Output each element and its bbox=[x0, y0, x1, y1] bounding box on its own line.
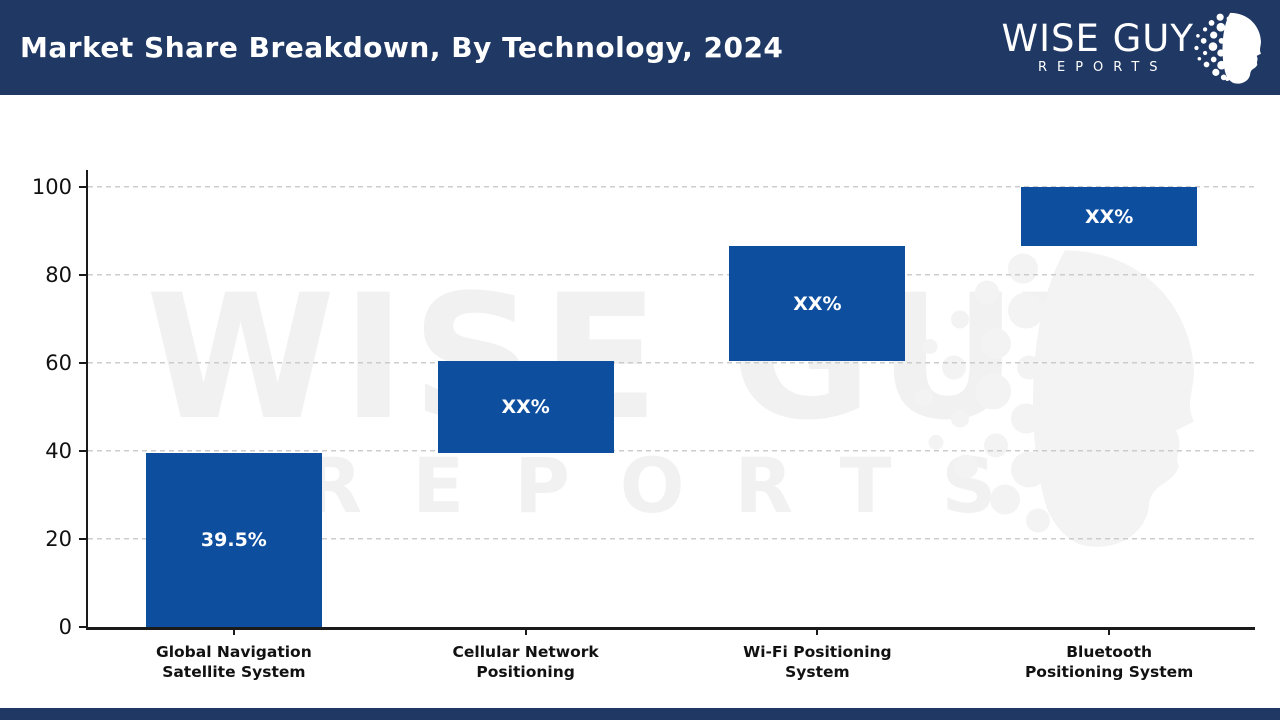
bar-value-label: XX% bbox=[1084, 205, 1134, 228]
x-axis-label-line: Wi-Fi Positioning bbox=[743, 643, 892, 661]
logo-subtitle: REPORTS bbox=[1037, 59, 1168, 75]
x-tick-mark bbox=[1108, 627, 1111, 635]
x-axis-label-line: Positioning bbox=[476, 663, 575, 681]
y-tick-label: 0 bbox=[58, 615, 72, 639]
bar-value-label: XX% bbox=[501, 395, 550, 418]
bar-value-label: 39.5% bbox=[200, 529, 267, 552]
x-axis-label: Global Navigation Satellite System bbox=[84, 642, 384, 682]
x-axis-label: Wi-Fi Positioning System bbox=[667, 642, 967, 682]
logo-text: WISE GUY REPORTS bbox=[1001, 17, 1194, 75]
x-axis-label-line: System bbox=[785, 663, 850, 681]
header-bar: Market Share Breakdown, By Technology, 2… bbox=[0, 0, 1280, 95]
y-tick-label: 20 bbox=[45, 527, 72, 551]
grid-line bbox=[88, 186, 1255, 188]
y-tick-mark bbox=[79, 538, 86, 540]
bar-value-label: XX% bbox=[793, 292, 842, 315]
x-axis-label: Bluetooth Positioning System bbox=[959, 642, 1259, 682]
bar-segment: XX% bbox=[729, 246, 906, 361]
x-axis-label-line: Bluetooth bbox=[1066, 643, 1153, 661]
watermark-subtitle: REPORTS bbox=[303, 441, 1047, 530]
x-axis-spine bbox=[86, 627, 1255, 630]
logo-wordmark: WISE GUY bbox=[1001, 17, 1194, 61]
y-tick-mark bbox=[79, 450, 86, 452]
x-axis-label: Cellular Network Positioning bbox=[376, 642, 676, 682]
bar-segment: 39.5% bbox=[145, 453, 322, 627]
grid-line bbox=[88, 274, 1255, 276]
y-tick-mark bbox=[79, 626, 86, 628]
bar-segment: XX% bbox=[437, 360, 614, 454]
x-axis-label-line: Satellite System bbox=[162, 663, 306, 681]
y-tick-mark bbox=[79, 186, 86, 188]
plot-area: 0 20 40 60 80 100 39.5% Global Navigation Satell… bbox=[32, 170, 1255, 681]
bar-segment: XX% bbox=[1021, 187, 1198, 247]
x-axis-label-line: Global Navigation bbox=[155, 643, 312, 661]
y-tick-label: 40 bbox=[45, 439, 72, 463]
grid-line bbox=[88, 450, 1255, 452]
y-tick-mark bbox=[79, 274, 86, 276]
wise-guy-reports-logo: WISE GUY REPORTS bbox=[1002, 7, 1280, 89]
x-tick-mark bbox=[816, 627, 819, 635]
y-tick-label: 100 bbox=[31, 175, 72, 199]
y-tick-mark bbox=[79, 362, 86, 364]
chart-title: Market Share Breakdown, By Technology, 2… bbox=[20, 31, 784, 64]
y-axis-spine bbox=[86, 170, 88, 629]
y-tick-label: 60 bbox=[45, 351, 72, 375]
y-tick-label: 80 bbox=[45, 263, 72, 287]
x-tick-mark bbox=[524, 627, 527, 635]
x-axis-label-line: Positioning System bbox=[1024, 663, 1194, 681]
footer-bar bbox=[0, 708, 1280, 720]
dotted-head-icon bbox=[1194, 12, 1261, 84]
x-axis-label-line: Cellular Network bbox=[452, 643, 599, 661]
grid-line bbox=[88, 362, 1255, 364]
watermark-head-icon bbox=[915, 250, 1194, 547]
grid-line bbox=[88, 538, 1255, 540]
x-tick-mark bbox=[232, 627, 235, 635]
